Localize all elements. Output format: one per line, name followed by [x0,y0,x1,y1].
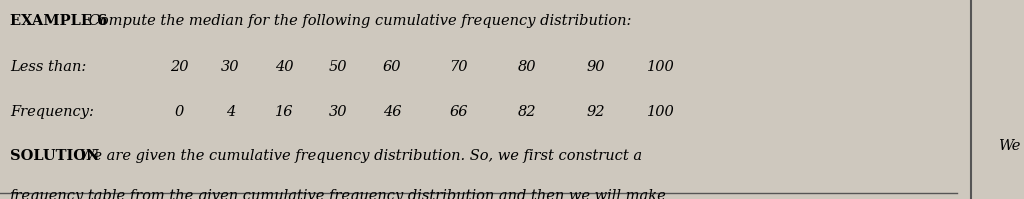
Text: 82: 82 [518,105,537,119]
Text: We: We [998,139,1021,153]
Text: 100: 100 [646,60,675,74]
Text: 46: 46 [383,105,401,119]
Text: 80: 80 [518,60,537,74]
Text: We are given the cumulative frequency distribution. So, we first construct a: We are given the cumulative frequency di… [75,149,642,163]
Text: 30: 30 [329,105,347,119]
Text: 100: 100 [646,105,675,119]
Text: 90: 90 [587,60,605,74]
Text: 16: 16 [275,105,294,119]
Text: 92: 92 [587,105,605,119]
Text: 50: 50 [329,60,347,74]
Text: 0: 0 [174,105,184,119]
Text: Frequency:: Frequency: [10,105,94,119]
Text: 4: 4 [225,105,236,119]
Text: SOLUTION: SOLUTION [10,149,99,163]
Text: frequency table from the given cumulative frequency distribution and then we wil: frequency table from the given cumulativ… [10,189,667,199]
Text: EXAMPLE 6: EXAMPLE 6 [10,14,108,28]
Text: 70: 70 [450,60,468,74]
Text: 40: 40 [275,60,294,74]
Text: 60: 60 [383,60,401,74]
Text: 30: 30 [221,60,240,74]
Text: Less than:: Less than: [10,60,86,74]
Text: 66: 66 [450,105,468,119]
Text: Compute the median for the following cumulative frequency distribution:: Compute the median for the following cum… [84,14,632,28]
Text: 20: 20 [170,60,188,74]
